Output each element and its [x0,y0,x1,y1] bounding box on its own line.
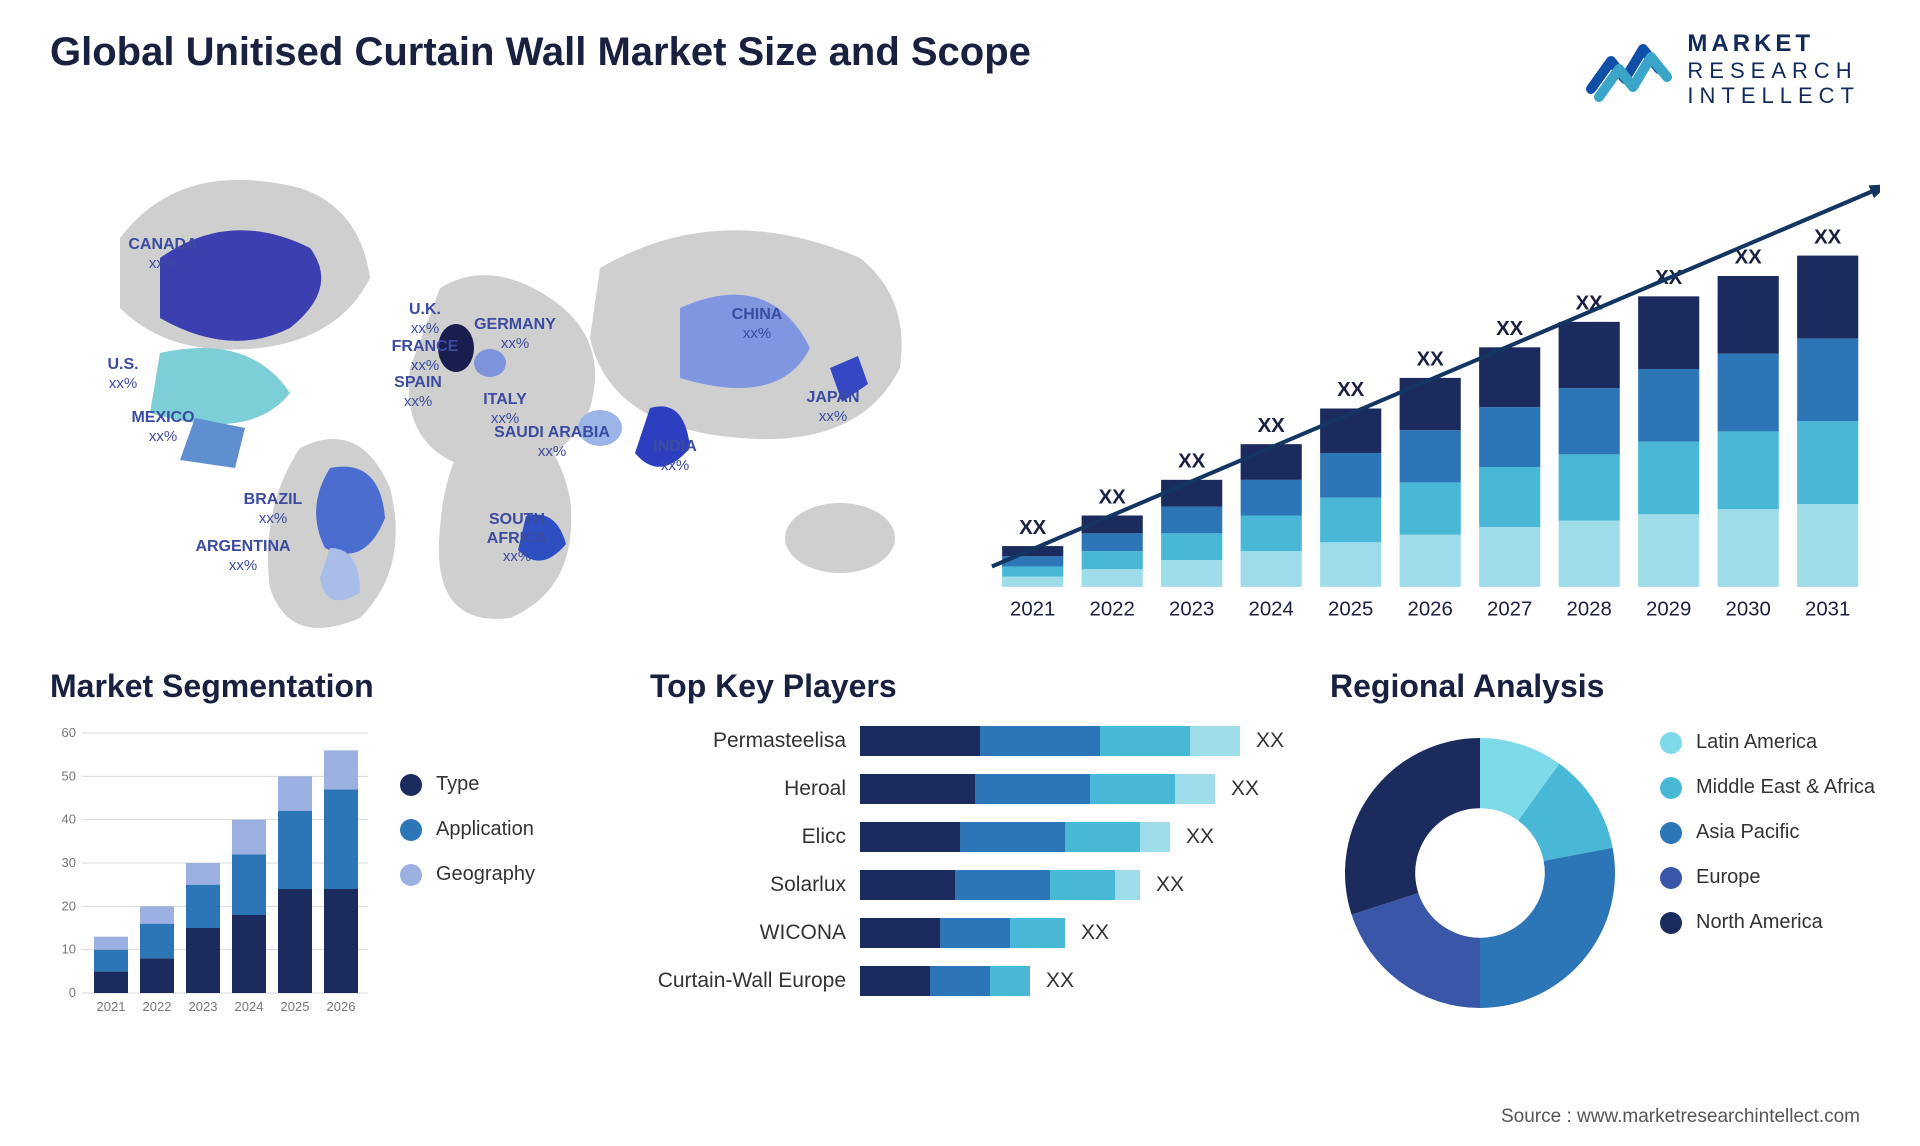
player-row: Heroal XX [650,771,1290,807]
player-bar [860,774,1215,804]
svg-text:XX: XX [1099,486,1127,508]
map-label-south-africa: SOUTH AFRICAxx% [457,511,577,565]
map-label-germany: GERMANYxx% [455,316,575,352]
page-title: Global Unitised Curtain Wall Market Size… [50,30,1031,75]
player-bar [860,966,1030,996]
svg-text:XX: XX [1258,415,1286,437]
player-value: XX [1046,969,1074,993]
region-legend-item: Latin America [1660,731,1875,754]
regional-donut [1330,723,1630,1023]
svg-text:2027: 2027 [1487,599,1532,621]
map-label-mexico: MEXICOxx% [103,409,223,445]
market-size-chart: XX 2021 XX 2022 XX 2023 XX 2024 XX 2025 XX 2026 XX 20… [960,118,1880,648]
region-legend-item: North America [1660,911,1875,934]
region-legend-item: Middle East & Africa [1660,776,1875,799]
svg-text:2030: 2030 [1726,599,1771,621]
player-row: Curtain-Wall Europe XX [650,963,1290,999]
segmentation-legend: Type Application Geography [400,723,535,886]
player-name: Curtain-Wall Europe [650,969,860,993]
svg-text:0: 0 [69,985,76,1000]
regional-legend: Latin America Middle East & Africa Asia Pa… [1660,723,1875,934]
svg-text:2024: 2024 [235,999,264,1014]
player-value: XX [1081,921,1109,945]
svg-text:2024: 2024 [1249,599,1294,621]
svg-text:30: 30 [62,855,76,870]
svg-text:2021: 2021 [97,999,126,1014]
logo: MARKET RESEARCH INTELLECT [1585,30,1860,108]
logo-text-1: MARKET [1687,30,1860,58]
player-name: Heroal [650,777,860,801]
svg-text:40: 40 [62,812,76,827]
svg-text:10: 10 [62,942,76,957]
map-label-u-s-: U.S.xx% [63,356,183,392]
svg-text:2026: 2026 [327,999,356,1014]
map-label-china: CHINAxx% [697,306,817,342]
player-bar [860,822,1170,852]
player-value: XX [1231,777,1259,801]
svg-text:20: 20 [62,899,76,914]
player-name: Solarlux [650,873,860,897]
svg-text:2029: 2029 [1646,599,1691,621]
seg-legend-item: Application [400,818,535,841]
map-label-saudi-arabia: SAUDI ARABIAxx% [492,424,612,460]
svg-text:2026: 2026 [1408,599,1453,621]
logo-icon [1585,31,1673,107]
map-label-india: INDIAxx% [615,438,735,474]
logo-text-2: RESEARCH [1687,58,1860,83]
svg-text:2025: 2025 [1328,599,1373,621]
svg-text:2023: 2023 [1169,599,1214,621]
map-label-brazil: BRAZILxx% [213,491,333,527]
player-row: Permasteelisa XX [650,723,1290,759]
player-row: Elicc XX [650,819,1290,855]
map-label-argentina: ARGENTINAxx% [183,538,303,574]
svg-text:XX: XX [1019,517,1047,539]
svg-text:XX: XX [1814,227,1842,249]
svg-text:2021: 2021 [1010,599,1055,621]
svg-text:2025: 2025 [281,999,310,1014]
seg-legend-item: Geography [400,863,535,886]
player-row: WICONA XX [650,915,1290,951]
logo-text-3: INTELLECT [1687,83,1860,108]
svg-text:2031: 2031 [1805,599,1850,621]
map-label-japan: JAPANxx% [773,389,893,425]
player-bar [860,726,1240,756]
players-title: Top Key Players [650,668,1290,705]
svg-text:50: 50 [62,769,76,784]
svg-text:2022: 2022 [143,999,172,1014]
player-name: Elicc [650,825,860,849]
segmentation-title: Market Segmentation [50,668,610,705]
svg-text:60: 60 [62,725,76,740]
segmentation-chart: 0 10 20 30 40 50 60 2021 2022 2023 2024 2025 2026 [50,723,370,1023]
player-value: XX [1156,873,1184,897]
map-label-canada: CANADAxx% [103,236,223,272]
svg-text:2022: 2022 [1090,599,1135,621]
source-text: Source : www.marketresearchintellect.com [1501,1106,1860,1128]
seg-legend-item: Type [400,773,535,796]
player-bar [860,870,1140,900]
player-row: Solarlux XX [650,867,1290,903]
svg-text:XX: XX [1417,349,1445,371]
svg-text:2023: 2023 [189,999,218,1014]
region-legend-item: Europe [1660,866,1875,889]
player-value: XX [1186,825,1214,849]
player-name: WICONA [650,921,860,945]
svg-text:2028: 2028 [1567,599,1612,621]
svg-text:XX: XX [1337,379,1365,401]
regional-title: Regional Analysis [1330,668,1880,705]
players-chart: Permasteelisa XX Heroal XX Elicc XX Solarlux XX… [650,723,1290,999]
player-name: Permasteelisa [650,729,860,753]
region-legend-item: Asia Pacific [1660,821,1875,844]
player-bar [860,918,1065,948]
svg-text:XX: XX [1496,318,1524,340]
map-label-italy: ITALYxx% [445,391,565,427]
world-map: CANADAxx% U.S.xx% MEXICOxx% BRAZILxx% ARGENT… [40,118,940,638]
player-value: XX [1256,729,1284,753]
svg-text:XX: XX [1178,451,1206,473]
